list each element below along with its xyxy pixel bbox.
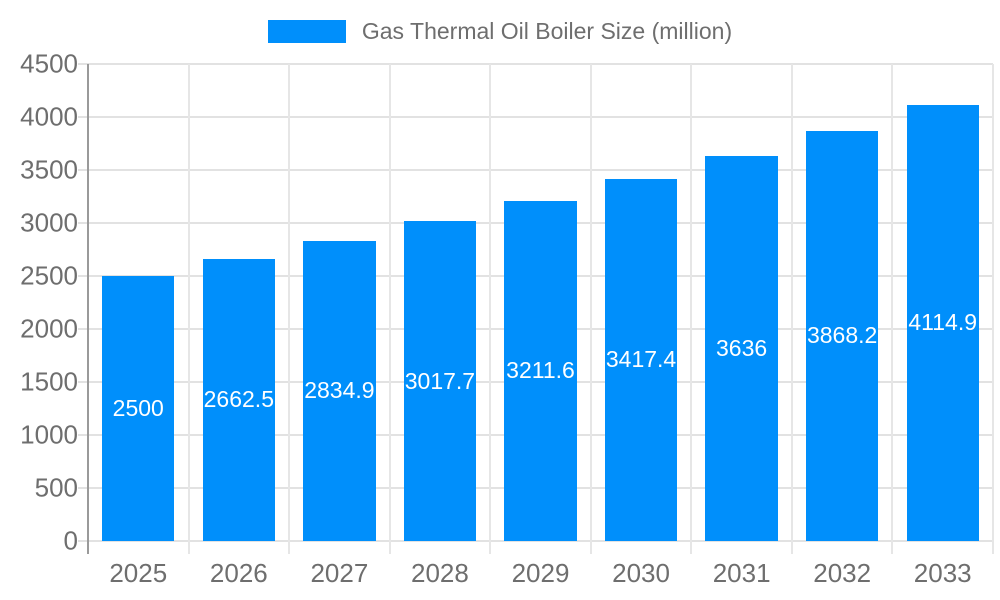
bar-value-label: 2834.9: [304, 377, 375, 404]
y-tick-label: 1000: [20, 419, 78, 450]
legend-swatch-icon: [267, 20, 346, 43]
x-tick-label: 2028: [411, 558, 469, 588]
y-tick-label: 3000: [20, 207, 78, 238]
bar-2030[interactable]: 3417.4: [604, 178, 678, 541]
x-tick-label: 2027: [310, 558, 369, 588]
bar-2025[interactable]: 2500: [102, 276, 175, 541]
x-tick-label: 2026: [209, 558, 268, 588]
bar-2031[interactable]: 3636: [705, 155, 778, 541]
bar-2027[interactable]: 2834.9: [303, 240, 376, 541]
v-gridline: [489, 64, 492, 554]
x-axis-labels: 2025 2026 2027 2028 2029 2030 2031 2032 2033: [88, 558, 993, 592]
y-tick-label: 1500: [20, 366, 78, 397]
y-axis-line: [87, 64, 89, 554]
bar-value-label: 2662.5: [203, 386, 274, 413]
v-gridline: [288, 64, 291, 554]
bar-2028[interactable]: 3017.7: [403, 221, 477, 541]
y-tick-label: 2500: [20, 260, 78, 291]
x-tick-label: 2029: [511, 558, 570, 588]
plot-area: 2500 2662.5 2834.9 3017.7 3211.6 3417.4 3636 38…: [78, 63, 994, 554]
bar-value-label: 3636: [716, 334, 768, 361]
bar-value-label: 3211.6: [506, 357, 575, 384]
y-tick-label: 2000: [20, 313, 78, 344]
bar-value-label: 2500: [112, 395, 164, 421]
x-tick-label: 2025: [109, 558, 168, 588]
legend: Gas Thermal Oil Boiler Size (million): [0, 20, 1000, 43]
x-tick-label: 2031: [712, 558, 771, 588]
h-gridline: [78, 540, 993, 542]
legend-label: Gas Thermal Oil Boiler Size (million): [361, 18, 733, 44]
v-gridline: [388, 64, 391, 554]
y-tick-label: 4500: [20, 48, 78, 79]
y-tick-label: 3500: [20, 154, 78, 185]
v-gridline: [187, 64, 190, 554]
y-tick-label: 500: [34, 472, 78, 503]
bar-value-label: 3417.4: [605, 346, 677, 373]
x-tick-label: 2030: [612, 558, 670, 588]
v-gridline: [891, 64, 894, 554]
bar-value-label: 3017.7: [404, 367, 476, 394]
bar-2033[interactable]: 4114.9: [906, 104, 979, 541]
x-tick-label: 2032: [813, 558, 872, 588]
bar-2029[interactable]: 3211.6: [504, 200, 577, 541]
h-gridline: [78, 116, 993, 118]
bar-2026[interactable]: 2662.5: [202, 258, 276, 541]
y-tick-label: 4000: [20, 101, 78, 132]
bar-value-label: 4114.9: [908, 309, 978, 336]
v-gridline: [589, 64, 592, 554]
h-gridline: [78, 169, 993, 171]
bar-2032[interactable]: 3868.2: [805, 130, 879, 541]
legend-item[interactable]: Gas Thermal Oil Boiler Size (million): [267, 18, 733, 44]
bar-value-label: 3868.2: [806, 322, 878, 349]
x-tick-label: 2033: [913, 558, 972, 588]
v-gridline: [690, 64, 693, 554]
y-tick-label: 0: [63, 525, 78, 556]
h-gridline: [78, 63, 993, 65]
v-gridline: [992, 64, 994, 554]
y-axis-labels: 0 500 1000 1500 2000 2500 3000 3500 4000 4500: [0, 49, 78, 556]
v-gridline: [790, 64, 793, 554]
